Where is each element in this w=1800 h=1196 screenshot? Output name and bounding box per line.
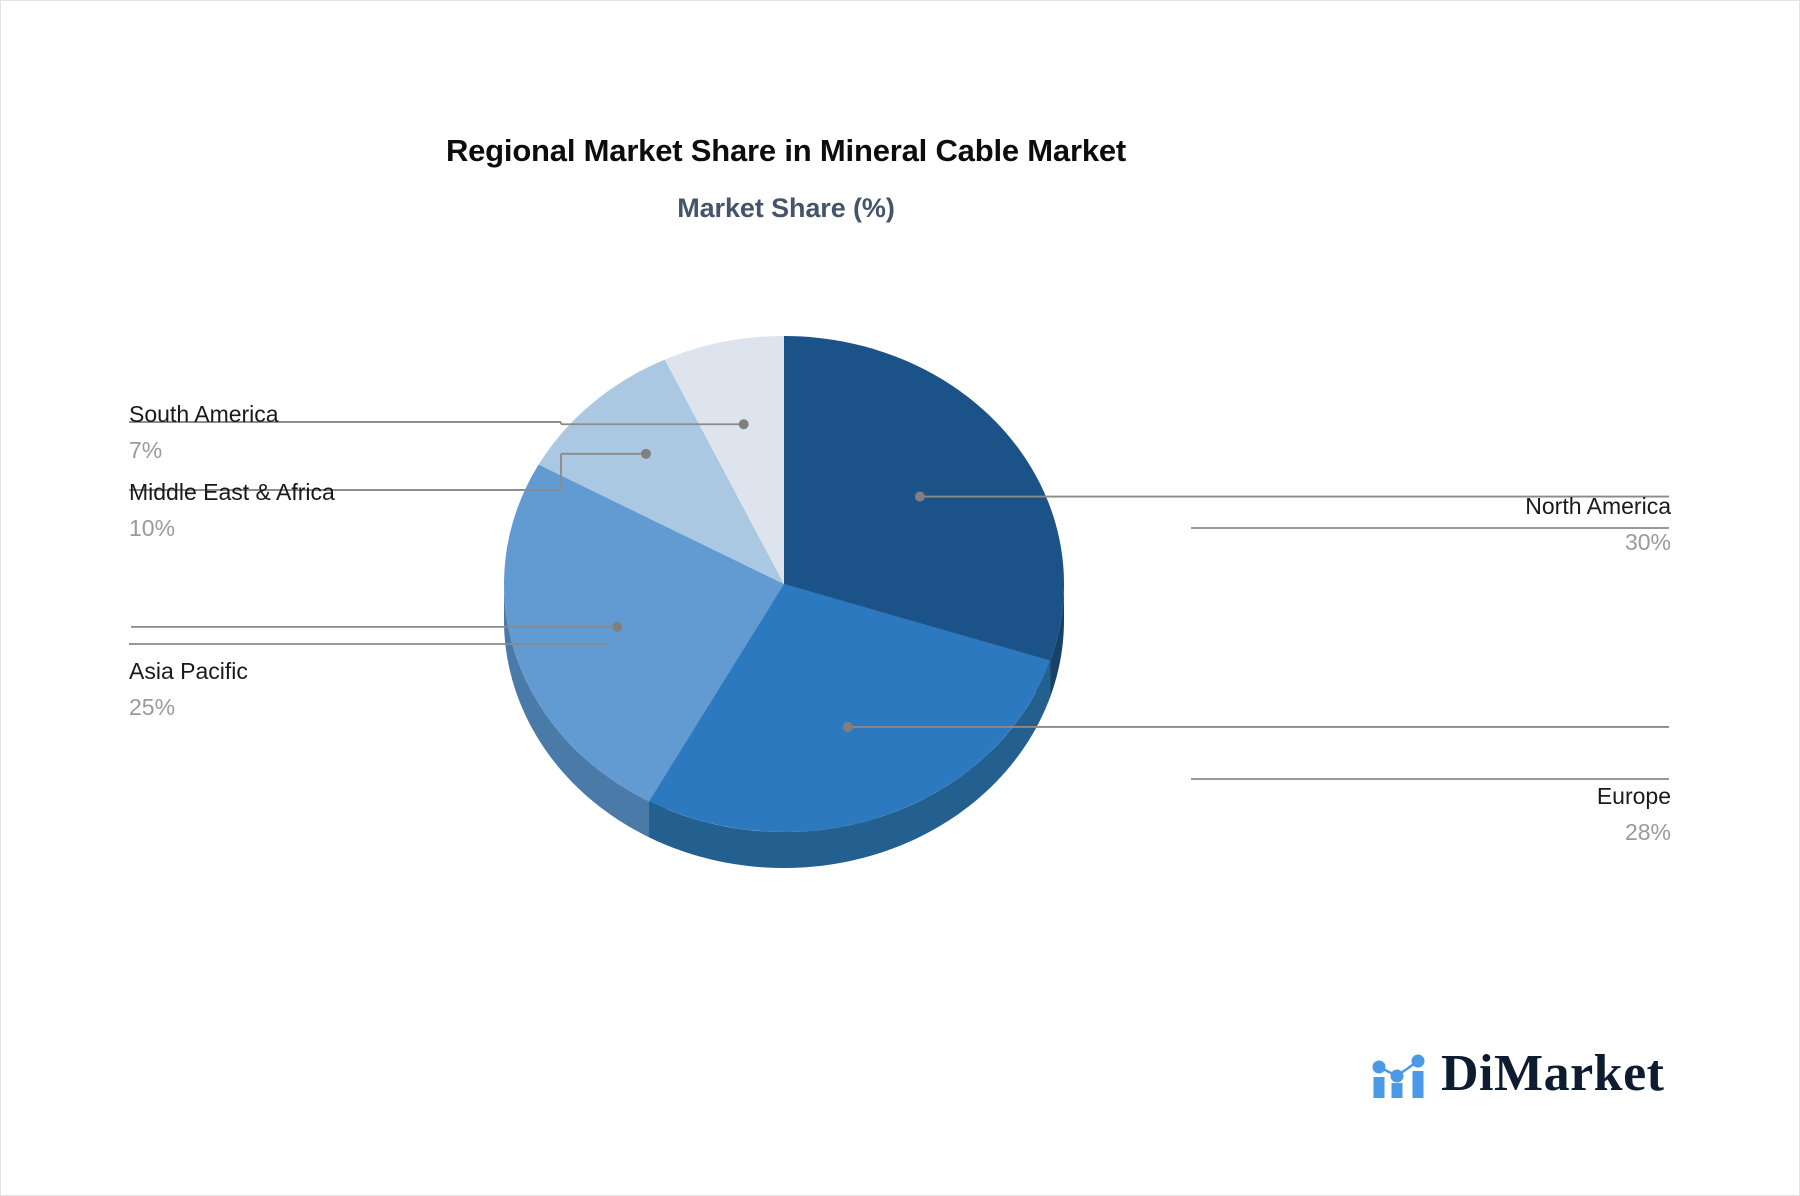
slice-label-value: 10% [129,515,176,541]
leader-lines [129,419,1669,780]
slice-label-name: South America [129,401,279,427]
slice-label-name: Asia Pacific [129,658,248,684]
slice-label-north-america: North America 30% [1191,491,1671,557]
chart-title: Regional Market Share in Mineral Cable M… [445,133,1127,168]
slice-label-asia-pacific: Asia Pacific 25% [129,656,609,722]
slice-label-value: 7% [129,437,163,463]
pie-slice-edge [649,584,784,838]
pie-slice-side [1050,586,1064,697]
slice-label-europe: Europe 28% [1191,781,1671,847]
pie-slice [784,335,1064,661]
slice-label-value: 30% [1624,529,1671,555]
leader-dot [640,448,651,459]
chart-subtitle: Market Share (%) [677,193,895,223]
logo-text: DiMarket [1441,1045,1665,1102]
pie-slice-edge [649,584,784,838]
slice-label-name: North America [1525,493,1671,519]
slice-label-value: 28% [1624,819,1671,845]
slice-label-name: Europe [1596,783,1671,809]
dimarket-logo: DiMarket [1371,1046,1664,1102]
bar-chart-icon [1372,1054,1425,1098]
leader-dot [914,491,925,502]
pie-slice-edge [784,584,1051,697]
leader-dot [842,721,853,732]
pie-slice [538,359,784,584]
pie-slice [664,336,784,584]
pie-3d-sides [504,584,1064,868]
leader-dot [612,621,623,632]
leader-dot [738,419,749,430]
slice-label-middle-east-africa: Middle East & Africa 10% [129,477,609,543]
slice-label-south-america: South America 7% [129,399,609,465]
pie-slice [649,584,1051,832]
slice-label-value: 25% [129,694,176,720]
pie-slice-edge [784,584,1051,697]
pie-slice-side [649,660,1051,868]
slice-label-name: Middle East & Africa [129,479,335,505]
